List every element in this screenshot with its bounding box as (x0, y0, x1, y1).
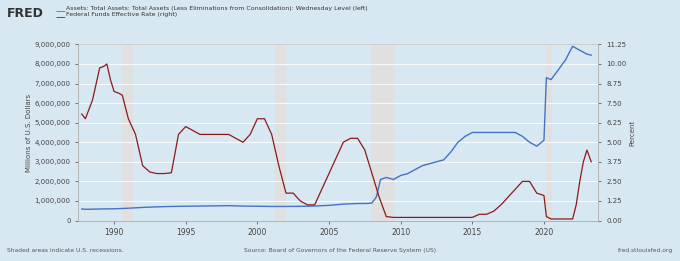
Text: fred.stlouisfed.org: fred.stlouisfed.org (618, 248, 673, 253)
Text: Assets: Total Assets: Total Assets (Less Eliminations from Consolidation): Wedne: Assets: Total Assets: Total Assets (Less… (66, 6, 368, 11)
Bar (371, 44, 394, 221)
Text: Federal Funds Effective Rate (right): Federal Funds Effective Rate (right) (66, 12, 177, 17)
Text: Shaded areas indicate U.S. recessions.: Shaded areas indicate U.S. recessions. (7, 248, 123, 253)
Text: FRED: FRED (7, 7, 44, 20)
Y-axis label: Percent: Percent (629, 119, 635, 146)
Bar (122, 44, 132, 221)
Text: —: — (56, 6, 65, 16)
Y-axis label: Millions of U.S. Dollars: Millions of U.S. Dollars (26, 93, 32, 171)
Text: Source: Board of Governors of the Federal Reserve System (US): Source: Board of Governors of the Federa… (244, 248, 436, 253)
Bar (275, 44, 285, 221)
Bar (547, 44, 551, 221)
Text: —: — (56, 12, 65, 22)
